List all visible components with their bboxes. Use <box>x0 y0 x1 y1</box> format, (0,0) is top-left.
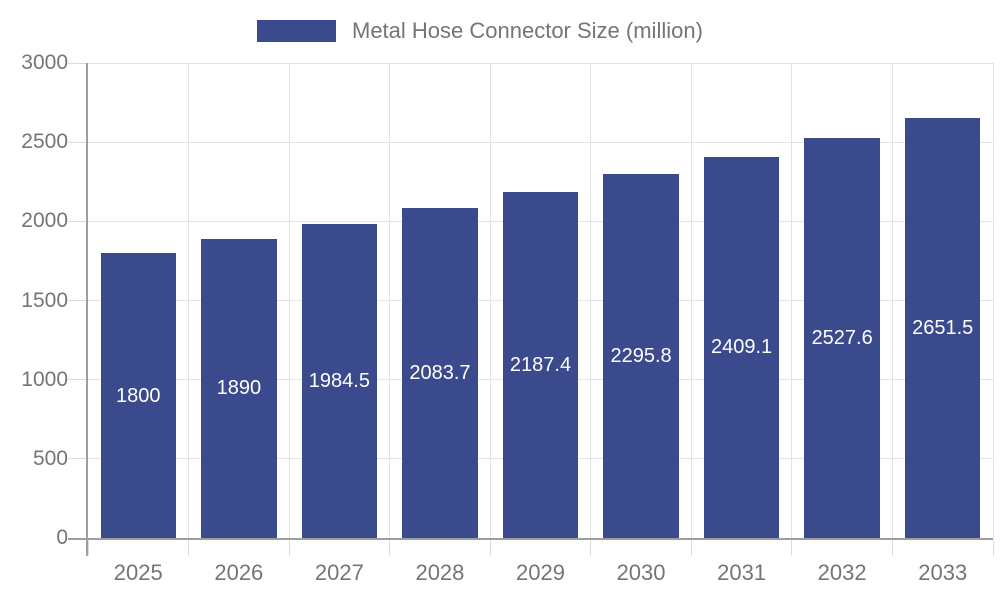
y-axis-tick-label: 0 <box>56 526 68 549</box>
y-axis-tick-label: 1500 <box>21 288 68 312</box>
x-axis-tick-label: 2033 <box>918 560 968 585</box>
x-axis-tick <box>992 540 994 556</box>
y-axis-tick-label: 3000 <box>21 51 68 74</box>
bar[interactable] <box>804 137 880 538</box>
x-axis-tick <box>288 540 290 556</box>
gridline-vertical <box>288 63 290 538</box>
gridline-vertical <box>690 63 692 538</box>
x-axis-tick-label: 2030 <box>616 560 666 585</box>
x-axis-tick <box>791 540 793 556</box>
gridline-vertical <box>489 63 491 538</box>
gridline-vertical <box>188 63 190 538</box>
x-axis-tick-label: 2029 <box>516 560 565 585</box>
y-axis-tick <box>68 458 87 460</box>
y-axis-line <box>86 63 88 556</box>
x-axis-tick <box>87 540 89 556</box>
y-axis-tick <box>68 141 87 143</box>
y-axis-tick <box>68 300 87 301</box>
x-axis-tick <box>188 540 190 556</box>
bar[interactable] <box>201 238 277 538</box>
x-axis-tick <box>389 540 391 556</box>
x-axis-tick <box>489 540 491 556</box>
gridline-vertical <box>992 63 994 538</box>
legend-label: Metal Hose Connector Size (million) <box>352 18 703 43</box>
x-axis-tick-label: 2031 <box>717 560 767 585</box>
bar[interactable] <box>100 253 176 538</box>
bar[interactable] <box>905 118 981 538</box>
y-axis-tick <box>68 62 87 64</box>
y-axis-tick-label: 2500 <box>21 130 68 154</box>
x-axis-tick-label: 2032 <box>817 560 867 585</box>
x-axis-line <box>68 538 993 540</box>
x-axis-tick-label: 2028 <box>415 560 465 585</box>
y-axis-tick-label: 1000 <box>21 367 68 391</box>
gridline-vertical <box>590 63 592 538</box>
x-axis-tick-label: 2025 <box>113 560 163 585</box>
bar[interactable] <box>502 191 579 538</box>
bar[interactable] <box>703 156 780 538</box>
bar[interactable] <box>603 174 679 538</box>
gridline-vertical <box>891 63 893 538</box>
gridline-vertical <box>791 63 793 538</box>
y-axis-tick-label: 2000 <box>21 209 68 233</box>
x-axis-tick <box>690 540 692 556</box>
x-axis-tick-label: 2026 <box>214 560 264 585</box>
x-axis-tick <box>590 540 592 556</box>
legend-item[interactable]: Metal Hose Connector Size (million) <box>257 18 703 43</box>
y-axis-tick-label: 500 <box>32 446 68 470</box>
gridline-horizontal <box>88 62 993 64</box>
bar[interactable] <box>402 208 478 538</box>
bar[interactable] <box>301 223 378 538</box>
x-axis-tick <box>891 540 893 556</box>
legend-swatch <box>257 20 336 42</box>
y-axis-tick <box>68 220 87 222</box>
x-axis-tick-label: 2027 <box>314 560 364 585</box>
gridline-horizontal <box>88 141 993 143</box>
gridline-vertical <box>389 63 391 538</box>
y-axis-tick <box>68 379 87 381</box>
